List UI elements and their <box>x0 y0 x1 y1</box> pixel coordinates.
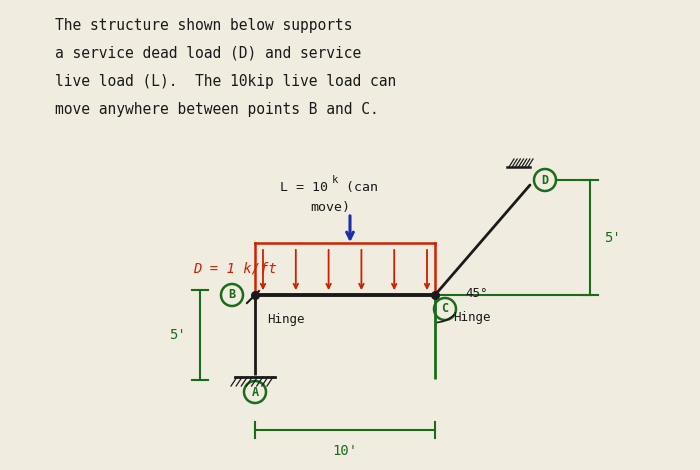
Text: L = 10: L = 10 <box>280 181 328 194</box>
Text: live load (L).  The 10kip live load can: live load (L). The 10kip live load can <box>55 74 396 89</box>
Text: 45°: 45° <box>465 287 487 300</box>
Text: A: A <box>251 385 258 399</box>
Text: The structure shown below supports: The structure shown below supports <box>55 18 353 33</box>
Text: D = 1 k/ft: D = 1 k/ft <box>193 261 276 275</box>
Text: B: B <box>228 289 236 301</box>
Text: D: D <box>541 173 549 187</box>
Text: 5': 5' <box>169 328 186 342</box>
Text: 5': 5' <box>604 230 621 244</box>
Text: k: k <box>332 175 338 185</box>
Text: a service dead load (D) and service: a service dead load (D) and service <box>55 46 361 61</box>
Text: (can: (can <box>338 181 378 194</box>
Text: Hinge: Hinge <box>267 313 304 326</box>
Text: move): move) <box>310 201 350 214</box>
Text: C: C <box>442 303 449 315</box>
Text: Hinge: Hinge <box>453 311 491 324</box>
Text: move anywhere between points B and C.: move anywhere between points B and C. <box>55 102 379 117</box>
Text: 10': 10' <box>332 444 358 458</box>
